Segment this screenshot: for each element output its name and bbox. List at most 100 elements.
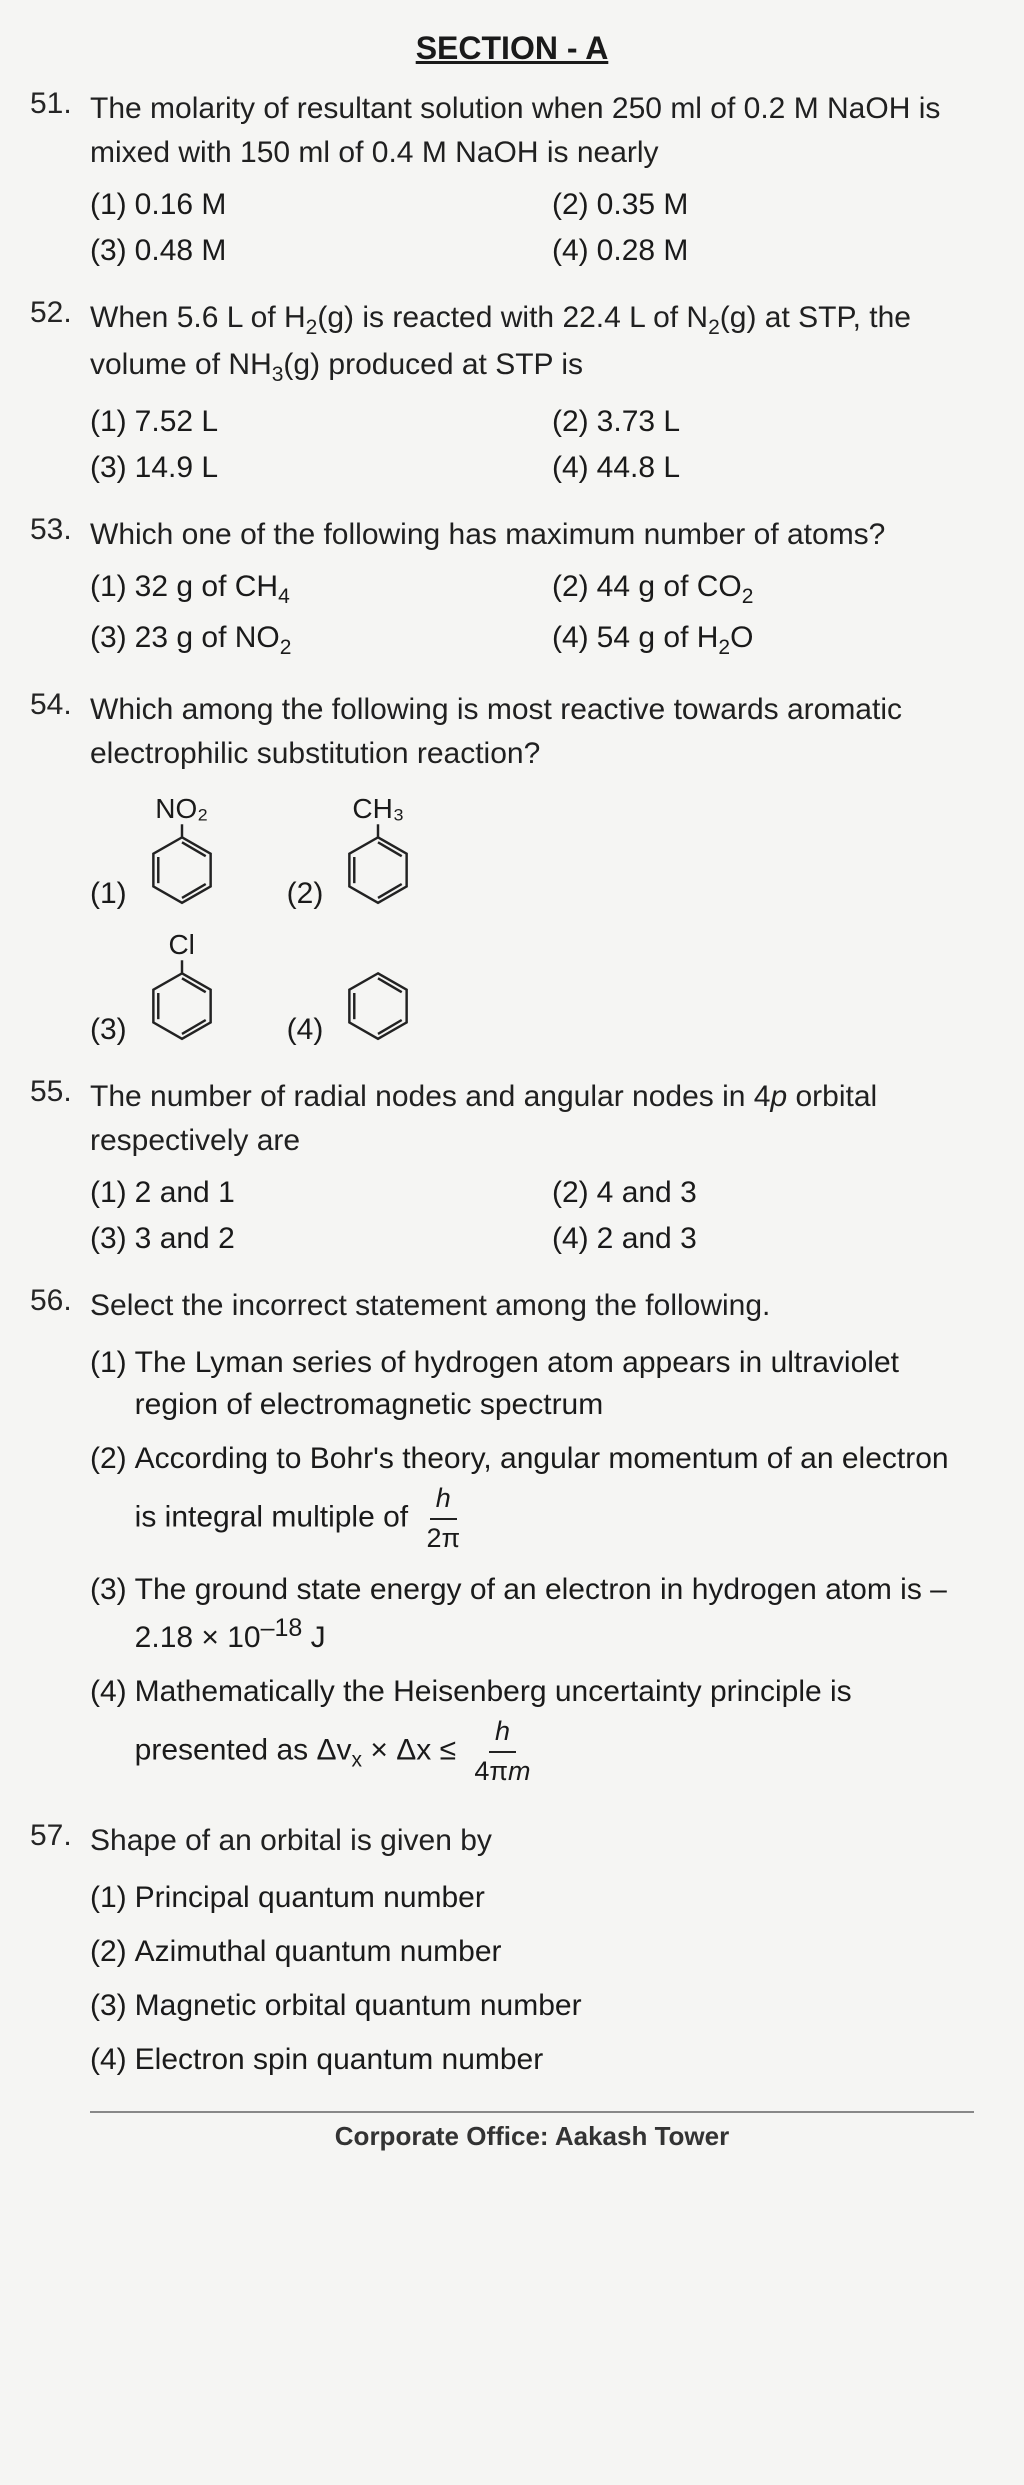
question: 56.Select the incorrect statement among … (90, 1284, 974, 1791)
option-label: (3) (90, 1013, 127, 1047)
option-text: Mathematically the Heisenberg uncertaint… (135, 1671, 974, 1791)
option: (3)0.48 M (90, 234, 512, 268)
option-label: (3) (90, 451, 127, 485)
question-number: 54. (30, 688, 72, 722)
option-label: (2) (90, 1931, 127, 1973)
question-text: The number of radial nodes and angular n… (90, 1075, 974, 1162)
option-label: (4) (552, 1222, 589, 1256)
questions-container: 51.The molarity of resultant solution wh… (90, 87, 974, 2081)
option-text: 23 g of NO2 (135, 621, 512, 660)
structure-option: (4) (287, 957, 424, 1047)
option-text: 7.52 L (135, 405, 512, 439)
footer-text: Corporate Office: Aakash Tower (90, 2111, 974, 2152)
benzene-icon: Cl (137, 929, 227, 1047)
option-label: (3) (90, 1985, 127, 2027)
option-label: (4) (552, 621, 589, 655)
option: (4)44.8 L (552, 451, 974, 485)
option: (3)14.9 L (90, 451, 512, 485)
option: (4)Mathematically the Heisenberg uncerta… (90, 1671, 974, 1791)
question-text: When 5.6 L of H2(g) is reacted with 22.4… (90, 296, 974, 391)
option-label: (3) (90, 1569, 127, 1611)
question: 55.The number of radial nodes and angula… (90, 1075, 974, 1256)
option-text: 0.35 M (597, 188, 974, 222)
question-text: Which among the following is most reacti… (90, 688, 974, 775)
option: (3)23 g of NO2 (90, 621, 512, 660)
option: (1)The Lyman series of hydrogen atom app… (90, 1342, 974, 1426)
option: (2)3.73 L (552, 405, 974, 439)
option: (1)7.52 L (90, 405, 512, 439)
option-text: 3 and 2 (135, 1222, 512, 1256)
option-label: (3) (90, 1222, 127, 1256)
option: (2)0.35 M (552, 188, 974, 222)
option-text: 3.73 L (597, 405, 974, 439)
question-text: Shape of an orbital is given by (90, 1819, 974, 1863)
option-label: (1) (90, 405, 127, 439)
option: (1)2 and 1 (90, 1176, 512, 1210)
option-text: 2 and 3 (597, 1222, 974, 1256)
structure-option: (2) CH₃ (287, 793, 424, 911)
option: (2)44 g of CO2 (552, 570, 974, 609)
question-number: 56. (30, 1284, 72, 1318)
option-text: The ground state energy of an electron i… (135, 1569, 974, 1659)
structure-option: (1) NO₂ (90, 793, 227, 911)
option: (1)Principal quantum number (90, 1877, 974, 1919)
options: (1) NO₂ (2) CH₃ (3) Cl (4) (90, 793, 974, 1047)
question: 51.The molarity of resultant solution wh… (90, 87, 974, 268)
option-label: (4) (90, 1671, 127, 1713)
option-text: 0.28 M (597, 234, 974, 268)
options: (1)0.16 M (2)0.35 M (3)0.48 M (4)0.28 M (90, 188, 974, 268)
benzene-icon (333, 957, 423, 1047)
option-text: Principal quantum number (135, 1877, 974, 1919)
option: (2)4 and 3 (552, 1176, 974, 1210)
option-text: 54 g of H2O (597, 621, 974, 660)
option-label: (4) (287, 1013, 324, 1047)
question-number: 52. (30, 296, 72, 330)
option: (4)0.28 M (552, 234, 974, 268)
question: 57.Shape of an orbital is given by(1)Pri… (90, 1819, 974, 2081)
option: (4)54 g of H2O (552, 621, 974, 660)
option: (3)Magnetic orbital quantum number (90, 1985, 974, 2027)
option-label: (2) (552, 1176, 589, 1210)
question: 52.When 5.6 L of H2(g) is reacted with 2… (90, 296, 974, 485)
option-label: (1) (90, 1342, 127, 1384)
question-text: Select the incorrect statement among the… (90, 1284, 974, 1328)
option: (1)0.16 M (90, 188, 512, 222)
option-text: 14.9 L (135, 451, 512, 485)
option: (2)Azimuthal quantum number (90, 1931, 974, 1973)
option-label: (4) (552, 234, 589, 268)
option-text: 4 and 3 (597, 1176, 974, 1210)
options: (1)32 g of CH4 (2)44 g of CO2 (3)23 g of N… (90, 570, 974, 660)
section-header: SECTION - A (50, 30, 974, 67)
option-label: (1) (90, 1176, 127, 1210)
option-text: According to Bohr's theory, angular mome… (135, 1438, 974, 1558)
options: (1)The Lyman series of hydrogen atom app… (90, 1342, 974, 1791)
option: (2)According to Bohr's theory, angular m… (90, 1438, 974, 1558)
option-label: (1) (90, 570, 127, 604)
option-label: (1) (90, 188, 127, 222)
question: 53.Which one of the following has maximu… (90, 513, 974, 661)
question: 54.Which among the following is most rea… (90, 688, 974, 1047)
option: (3)The ground state energy of an electro… (90, 1569, 974, 1659)
option-text: 44.8 L (597, 451, 974, 485)
option-text: Magnetic orbital quantum number (135, 1985, 974, 2027)
option-text: 2 and 1 (135, 1176, 512, 1210)
question-number: 51. (30, 87, 72, 121)
question-number: 53. (30, 513, 72, 547)
option-label: (2) (552, 405, 589, 439)
option-label: (4) (90, 2039, 127, 2081)
option-label: (1) (90, 1877, 127, 1919)
option-text: 32 g of CH4 (135, 570, 512, 609)
option: (4)2 and 3 (552, 1222, 974, 1256)
option-label: (1) (90, 877, 127, 911)
option-label: (3) (90, 234, 127, 268)
question-number: 57. (30, 1819, 72, 1853)
option-text: 0.48 M (135, 234, 512, 268)
option-label: (3) (90, 621, 127, 655)
question-number: 55. (30, 1075, 72, 1109)
option-label: (2) (552, 570, 589, 604)
option-text: Electron spin quantum number (135, 2039, 974, 2081)
benzene-icon: CH₃ (333, 793, 423, 911)
option-label: (2) (287, 877, 324, 911)
option-text: The Lyman series of hydrogen atom appear… (135, 1342, 974, 1426)
option: (4)Electron spin quantum number (90, 2039, 974, 2081)
